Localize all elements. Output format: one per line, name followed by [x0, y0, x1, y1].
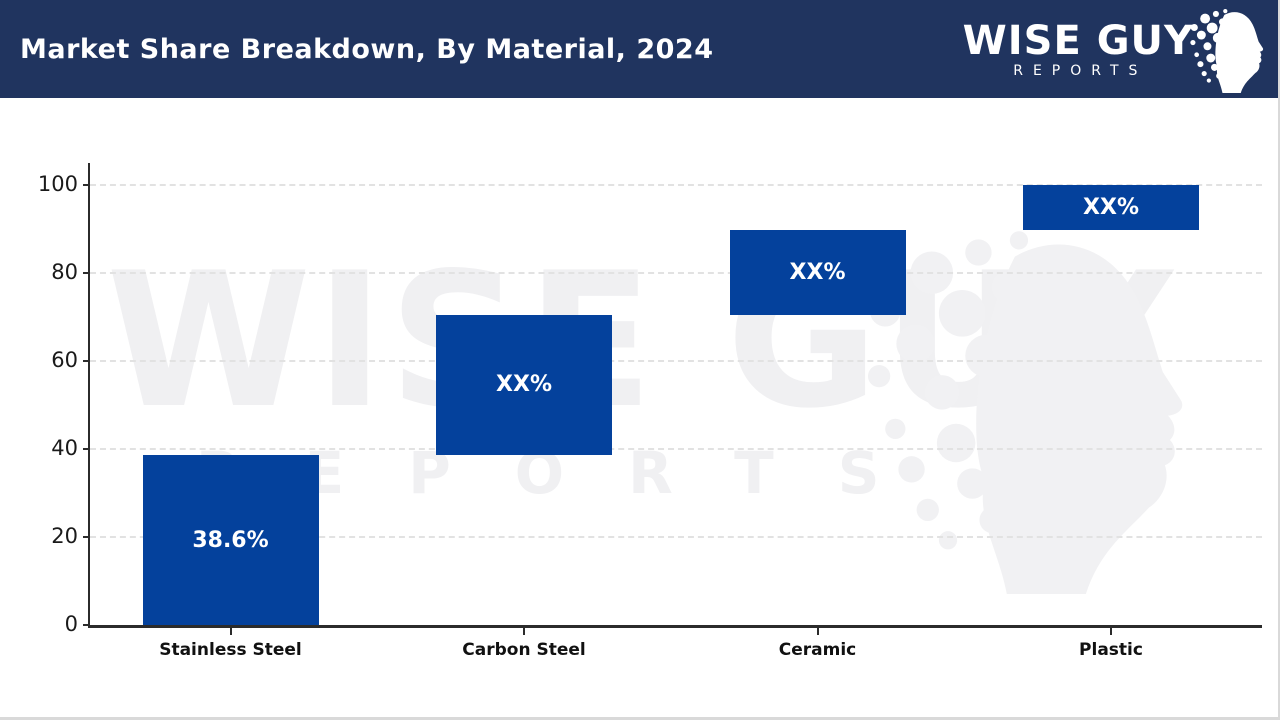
y-axis-tick-label: 20: [51, 524, 78, 548]
logo-head-icon: [1190, 8, 1264, 93]
x-axis-tick: [523, 628, 525, 635]
y-axis-tick: [83, 272, 90, 274]
y-axis-tick-label: 40: [51, 436, 78, 460]
header-bar: Market Share Breakdown, By Material, 202…: [0, 0, 1280, 98]
x-axis-line: [88, 625, 1262, 628]
y-axis-tick-label: 0: [64, 612, 78, 636]
y-axis-tick-label: 100: [37, 172, 78, 196]
y-axis-line: [88, 163, 90, 628]
logo-text: WISE GUY REPORTS: [963, 20, 1194, 79]
y-axis-tick: [83, 184, 90, 186]
y-axis-tick: [83, 448, 90, 450]
bar-value-label: XX%: [496, 372, 552, 398]
page-title: Market Share Breakdown, By Material, 202…: [20, 33, 714, 65]
gridline-100: [90, 184, 1262, 186]
y-axis-tick: [83, 536, 90, 538]
y-axis-tick: [83, 624, 90, 626]
logo: WISE GUY REPORTS: [963, 4, 1272, 94]
bar-plastic: XX%: [1023, 185, 1199, 230]
x-axis-category-label: Ceramic: [778, 640, 857, 660]
bar-stainless-steel: 38.6%: [142, 455, 319, 625]
gridline-40: [90, 448, 1262, 450]
logo-subtitle: REPORTS: [1013, 62, 1148, 79]
gridline-80: [90, 272, 1262, 274]
bar-carbon-steel: XX%: [436, 314, 612, 456]
bar-ceramic: XX%: [729, 229, 906, 315]
x-axis-tick: [229, 628, 232, 635]
bar-value-label: XX%: [789, 259, 846, 285]
y-axis-tick: [83, 360, 90, 362]
x-axis-category-label: Carbon Steel: [462, 640, 586, 660]
y-axis-tick-label: 60: [51, 348, 78, 372]
y-axis-tick-label: 80: [51, 260, 78, 284]
logo-wordmark: WISE GUY: [962, 17, 1194, 64]
gridline-20: [90, 536, 1262, 538]
gridline-60: [90, 360, 1262, 362]
bar-value-label: XX%: [1083, 194, 1139, 220]
bar-value-label: 38.6%: [192, 527, 269, 553]
x-axis-category-label: Plastic: [1079, 640, 1143, 660]
x-axis-category-label: Stainless Steel: [159, 640, 302, 660]
x-axis-tick: [816, 628, 819, 635]
watermark-head-icon: [867, 231, 1183, 594]
x-axis-tick: [1110, 628, 1112, 635]
